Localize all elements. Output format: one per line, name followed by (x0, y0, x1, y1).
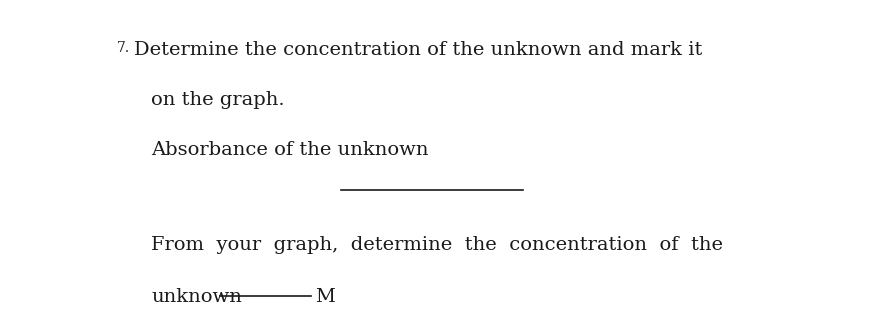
Text: 7.: 7. (117, 41, 130, 55)
Text: Determine the concentration of the unknown and mark it: Determine the concentration of the unkno… (134, 41, 703, 58)
Text: M: M (315, 288, 336, 306)
Text: unknown: unknown (152, 288, 242, 306)
Text: From  your  graph,  determine  the  concentration  of  the: From your graph, determine the concentra… (152, 236, 724, 254)
Text: Absorbance of the unknown: Absorbance of the unknown (152, 141, 428, 159)
Text: on the graph.: on the graph. (152, 91, 285, 109)
